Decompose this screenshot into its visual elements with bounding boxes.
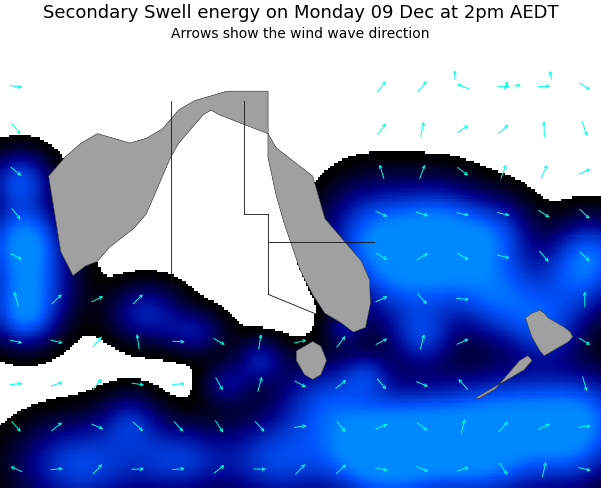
Polygon shape (296, 342, 326, 379)
Polygon shape (475, 356, 532, 398)
Polygon shape (49, 91, 370, 332)
Polygon shape (475, 356, 532, 398)
Polygon shape (525, 310, 573, 356)
Text: Arrows show the wind wave direction: Arrows show the wind wave direction (171, 27, 430, 41)
Text: Secondary Swell energy on Monday 09 Dec at 2pm AEDT: Secondary Swell energy on Monday 09 Dec … (43, 4, 558, 22)
Polygon shape (525, 310, 573, 356)
Polygon shape (296, 342, 326, 379)
Polygon shape (49, 91, 370, 332)
